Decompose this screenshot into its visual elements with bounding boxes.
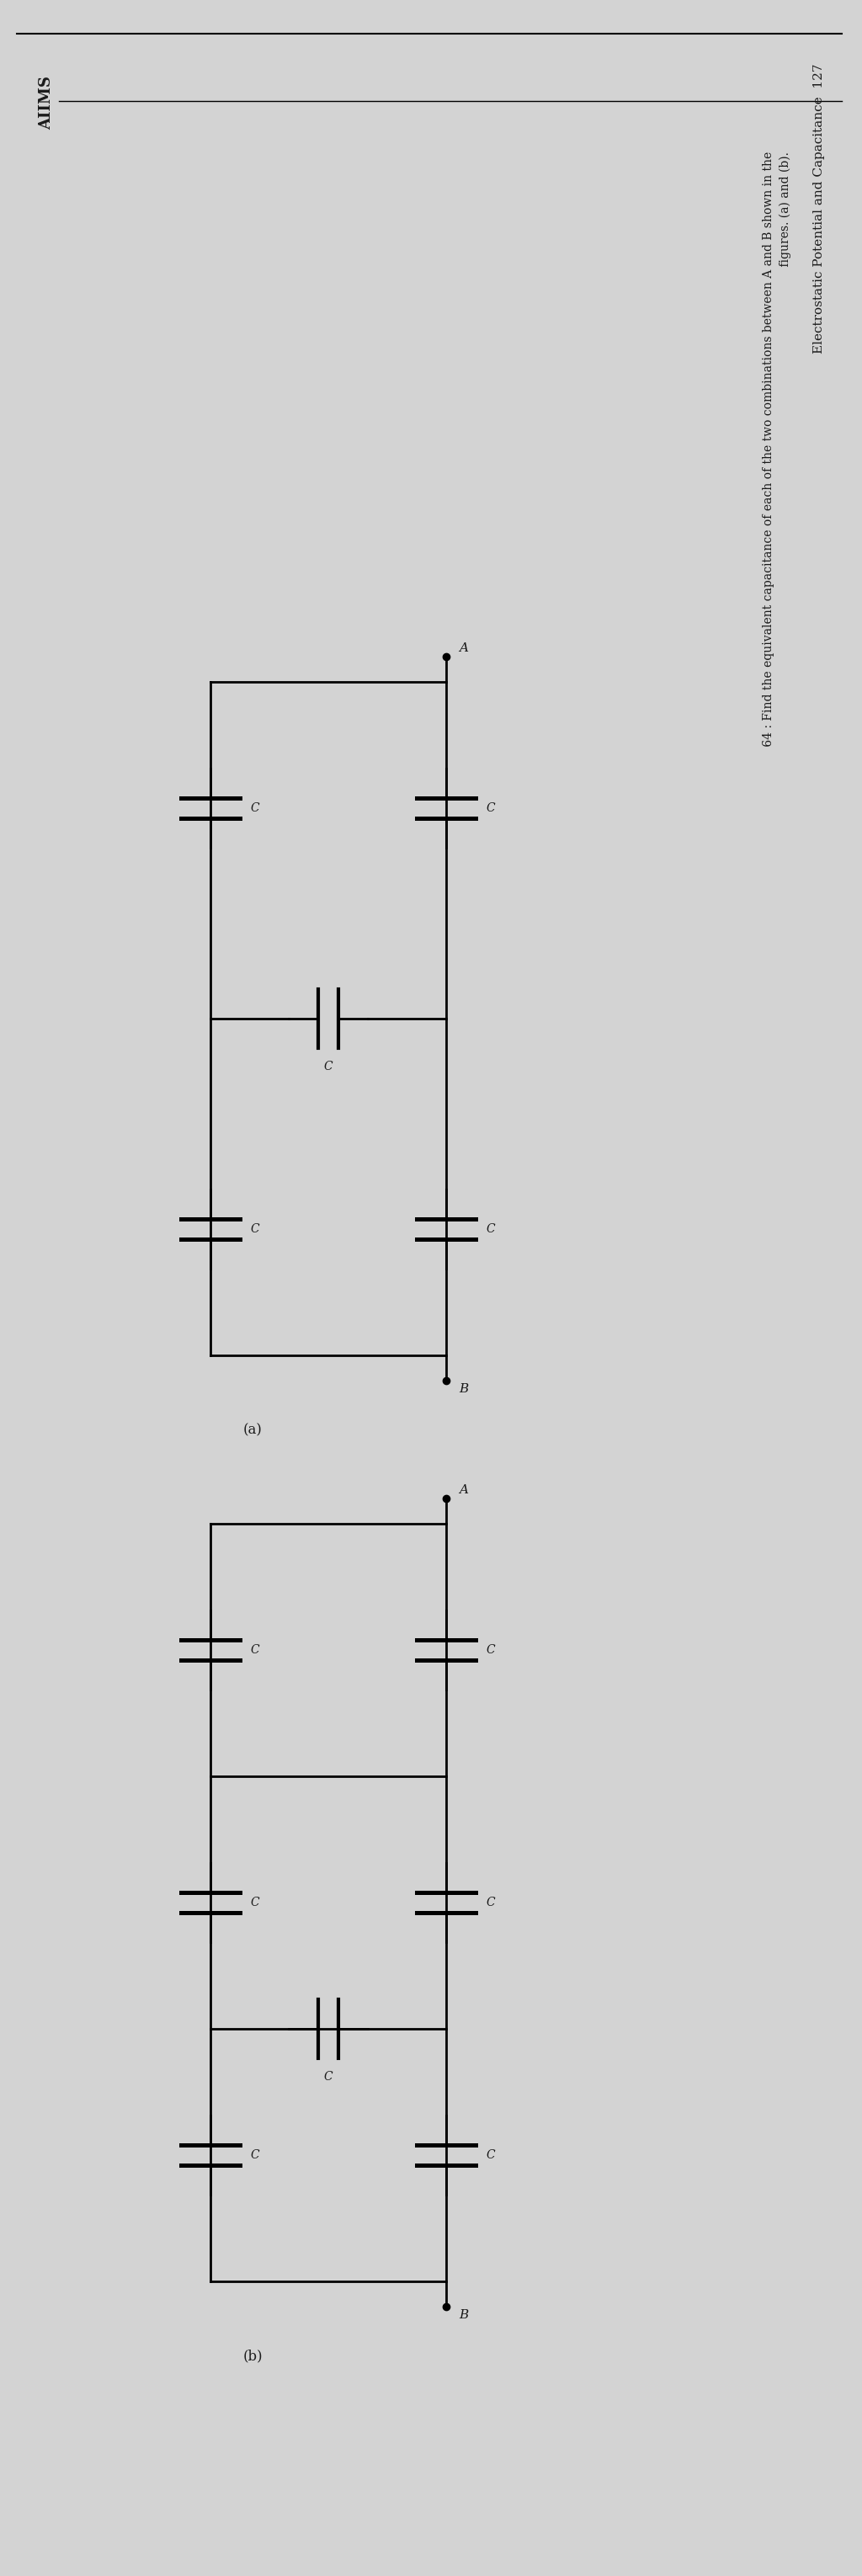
Text: C: C [485, 1643, 495, 1656]
Text: C: C [485, 2148, 495, 2161]
Text: C: C [250, 1224, 259, 1234]
Text: C: C [324, 2071, 333, 2081]
Text: B: B [459, 2308, 468, 2321]
Text: 64 : Find the equivalent capacitance of each of the two combinations between A a: 64 : Find the equivalent capacitance of … [763, 152, 791, 750]
Text: C: C [250, 1896, 259, 1909]
Text: (b): (b) [242, 2349, 263, 2362]
Text: C: C [485, 1224, 495, 1234]
Text: C: C [485, 1896, 495, 1909]
Text: C: C [324, 1061, 333, 1072]
Text: A: A [459, 1484, 468, 1497]
Text: C: C [485, 801, 495, 814]
Text: B: B [459, 1383, 468, 1396]
Text: C: C [250, 801, 259, 814]
Text: (a): (a) [243, 1422, 262, 1437]
Text: Electrostatic Potential and Capacitance  127: Electrostatic Potential and Capacitance … [813, 64, 825, 353]
Text: C: C [250, 1643, 259, 1656]
Text: A: A [459, 641, 468, 654]
Text: AIIMS: AIIMS [39, 75, 54, 129]
Text: C: C [250, 2148, 259, 2161]
